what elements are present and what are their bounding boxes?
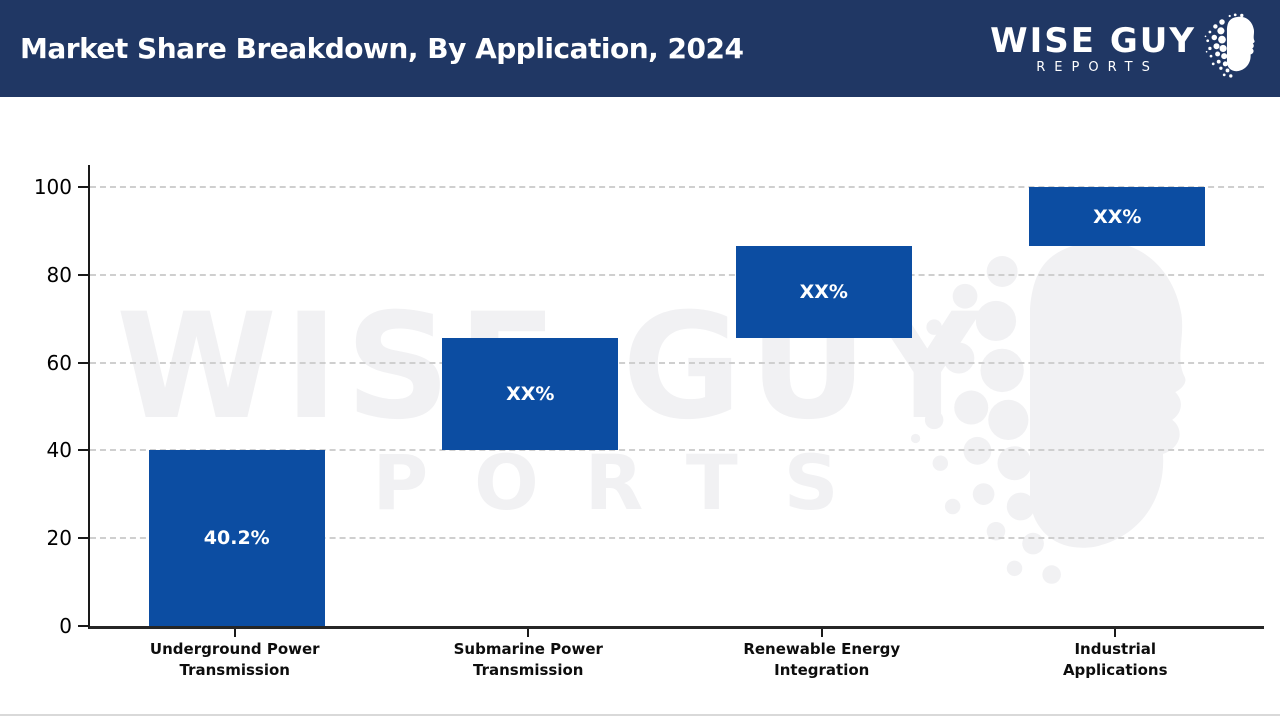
bar-4: XX% — [1029, 186, 1206, 247]
y-tick-label: 20 — [46, 526, 72, 551]
y-tick-mark — [78, 185, 88, 188]
bar-value-label: XX% — [1093, 205, 1142, 228]
gridline-y60 — [90, 361, 1264, 364]
y-tick-mark — [78, 273, 88, 276]
y-tick-label: 80 — [46, 262, 72, 287]
plot-area: 40.2% XX% XX% XX% — [88, 165, 1264, 629]
x-axis-label: Renewable Energy Integration — [743, 640, 901, 679]
bar-value-label: 40.2% — [203, 526, 270, 549]
wise-guy-logo: WISE GUY REPORTS — [990, 13, 1280, 85]
y-tick-mark — [78, 449, 88, 452]
logo-face-icon — [1204, 13, 1255, 78]
logo-text: WISE GUY REPORTS — [990, 23, 1196, 75]
gridline-y40 — [90, 449, 1264, 452]
bar-2: XX% — [442, 338, 619, 450]
x-tick-mark — [1114, 629, 1117, 637]
page-title: Market Share Breakdown, By Application, … — [20, 32, 744, 65]
header-band: Market Share Breakdown, By Application, … — [0, 0, 1280, 97]
y-tick-mark — [78, 625, 88, 627]
x-tick-mark — [233, 629, 236, 637]
x-axis-label: Submarine Power Transmission — [453, 640, 603, 679]
y-tick-label: 60 — [46, 350, 72, 375]
y-tick-label: 40 — [46, 438, 72, 463]
bar-3: XX% — [735, 246, 912, 339]
logo-wordmark: WISE GUY — [990, 20, 1196, 61]
x-tick-mark — [820, 629, 823, 637]
x-tick-mark — [527, 629, 530, 637]
bar-value-label: XX% — [506, 382, 555, 405]
gridline-y100 — [90, 185, 1264, 188]
bar-value-label: XX% — [799, 281, 848, 304]
bar-1: 40.2% — [148, 449, 325, 626]
bottom-divider — [0, 714, 1280, 716]
logo-subtitle: REPORTS — [1036, 59, 1159, 75]
y-tick-mark — [78, 537, 88, 540]
y-tick-label: 0 — [59, 614, 72, 638]
x-axis-label: Underground Power Transmission — [149, 640, 320, 679]
gridline-y20 — [90, 537, 1264, 540]
y-tick-mark — [78, 361, 88, 364]
x-axis-label: Industrial Applications — [1062, 640, 1168, 679]
y-tick-label: 100 — [33, 174, 72, 199]
gridline-y80 — [90, 273, 1264, 276]
